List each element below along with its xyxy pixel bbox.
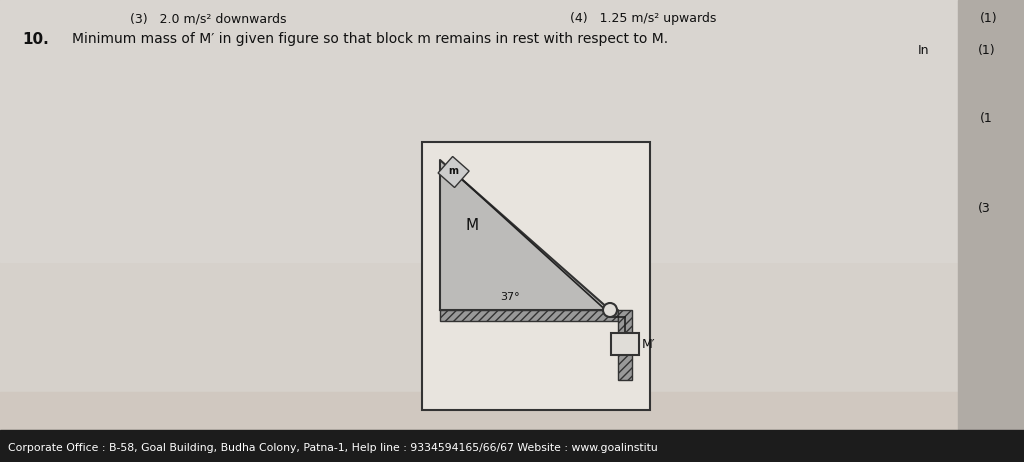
Circle shape bbox=[603, 303, 617, 317]
Text: (4)   1.25 m/s² upwards: (4) 1.25 m/s² upwards bbox=[570, 12, 717, 25]
Text: (3: (3 bbox=[978, 202, 991, 215]
Bar bbox=[0, 0, 961, 262]
Bar bbox=[618, 310, 632, 380]
Text: Minimum mass of M′ in given figure so that block m remains in rest with respect : Minimum mass of M′ in given figure so th… bbox=[72, 32, 668, 46]
Text: m: m bbox=[449, 166, 459, 176]
Text: Corporate Office : B-58, Goal Building, Budha Colony, Patna-1, Help line : 93345: Corporate Office : B-58, Goal Building, … bbox=[8, 443, 657, 453]
Bar bbox=[422, 142, 650, 410]
Bar bbox=[440, 310, 618, 321]
Text: M: M bbox=[466, 218, 478, 232]
Bar bbox=[611, 333, 639, 355]
Polygon shape bbox=[438, 157, 469, 188]
Bar bbox=[0, 430, 1024, 462]
Text: 10.: 10. bbox=[22, 32, 49, 47]
Text: In: In bbox=[918, 44, 930, 57]
Bar bbox=[0, 392, 961, 432]
Bar bbox=[0, 432, 1024, 462]
Bar bbox=[0, 434, 1024, 462]
Text: (1): (1) bbox=[980, 12, 997, 25]
Text: M′: M′ bbox=[642, 338, 655, 351]
Text: (1): (1) bbox=[978, 44, 995, 57]
Text: (3)   2.0 m/s² downwards: (3) 2.0 m/s² downwards bbox=[130, 12, 287, 25]
Polygon shape bbox=[440, 160, 610, 310]
Text: 37°: 37° bbox=[500, 292, 519, 302]
Text: (1: (1 bbox=[980, 112, 992, 125]
Bar bbox=[958, 0, 1024, 432]
